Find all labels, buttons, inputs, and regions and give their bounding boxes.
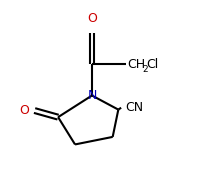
- Text: O: O: [19, 104, 29, 117]
- Text: 2: 2: [142, 65, 148, 74]
- Text: CH: CH: [127, 58, 145, 71]
- Text: O: O: [87, 12, 97, 25]
- Text: N: N: [87, 89, 97, 102]
- Text: Cl: Cl: [146, 58, 158, 71]
- Text: CN: CN: [125, 101, 143, 114]
